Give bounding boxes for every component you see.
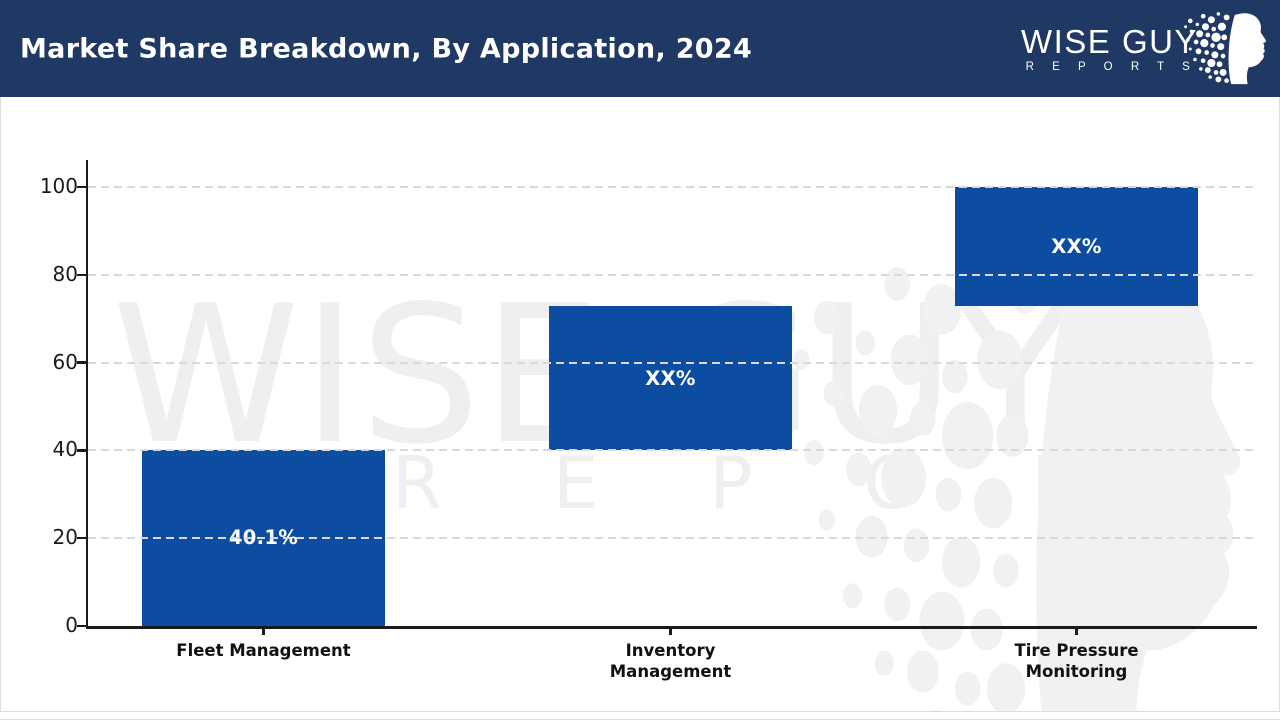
x-axis-tick-inventory-management [669,626,672,635]
x-axis-line [85,626,1257,629]
bar-inventory-management: XX% [549,306,792,450]
bar-chart: 0 20 40 60 80 100 40.1% Fleet Management XX% Inve… [0,97,1280,712]
y-axis-line [85,160,88,629]
brand-logo-text: WISE GUY R E P O R T S [1020,22,1198,74]
brand-name: WISE GUY [1020,22,1198,60]
header-bar: Market Share Breakdown, By Application, … [0,0,1280,97]
y-axis-tick-label-80: 80 [52,261,78,286]
gridline-100 [88,186,1257,188]
gridline-40 [88,449,1257,452]
y-axis-tick-100 [77,185,86,189]
bar-value-label-tire-pressure-monitoring: XX% [1051,235,1102,259]
brand-tagline: R E P O R T S [1025,61,1198,74]
page-title: Market Share Breakdown, By Application, … [20,33,753,64]
gridline-80 [88,273,1257,276]
bar-tire-pressure-monitoring: XX% [955,187,1198,307]
x-axis-tick-tire-pressure-monitoring [1075,626,1078,635]
x-axis-label-tire-pressure-monitoring: Tire Pressure Monitoring [1014,641,1139,681]
y-axis-tick-40 [77,449,86,452]
brand-logo: WISE GUY R E P O R T S [1021,4,1270,94]
y-axis-tick-80 [77,273,86,276]
y-axis-tick-label-20: 20 [52,525,78,550]
gridline-20 [88,537,1257,540]
x-axis-label-inventory-management: Inventory Management [609,641,732,681]
brand-face-icon [1184,12,1266,85]
y-axis-tick-label-0: 0 [65,613,78,637]
y-axis-tick-60 [77,361,86,364]
y-axis-tick-label-100: 100 [39,174,78,198]
y-axis-tick-20 [77,537,86,540]
bar-value-label-inventory-management: XX% [645,366,696,390]
x-axis-label-fleet-management: Fleet Management [176,641,351,660]
chart-area: WISE GUY R E P O R T S 02040608010040.1%… [0,97,1280,712]
y-axis-tick-0 [77,624,86,628]
gridline-60 [88,361,1257,364]
x-axis-tick-fleet-management [262,626,265,635]
y-axis-tick-label-60: 60 [52,349,78,374]
y-axis-tick-label-40: 40 [52,437,78,462]
